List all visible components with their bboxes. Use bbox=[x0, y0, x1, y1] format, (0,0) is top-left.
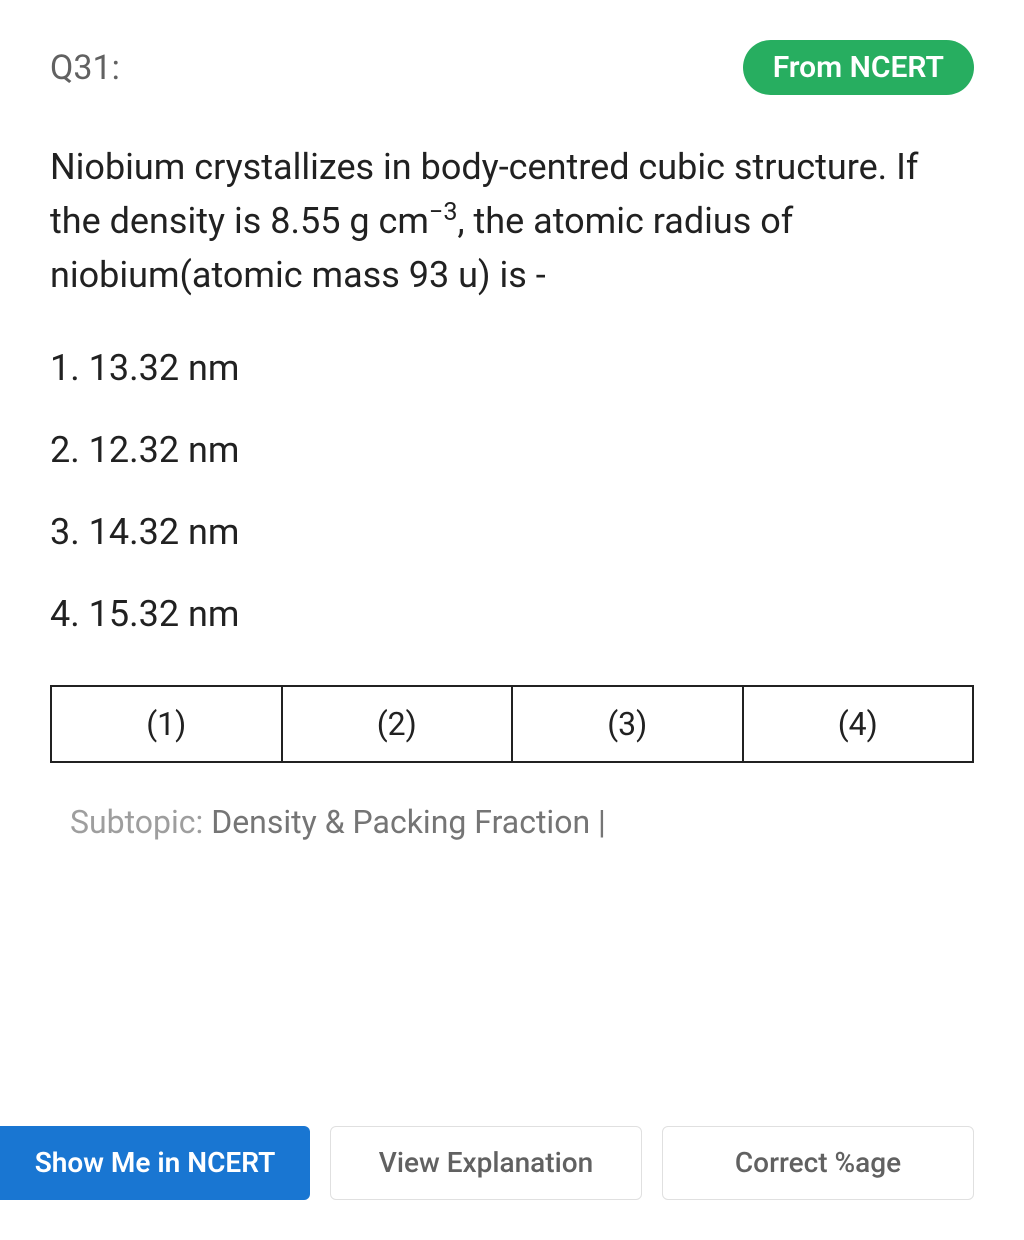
answer-cell-2[interactable]: (2) bbox=[282, 686, 513, 762]
option-1[interactable]: 1. 13.32 nm bbox=[50, 347, 974, 389]
question-number: Q31: bbox=[50, 48, 120, 88]
correct-percentage-label: Correct %age bbox=[735, 1145, 901, 1181]
table-row: (1) (2) (3) (4) bbox=[51, 686, 973, 762]
subtopic-label: Subtopic: bbox=[70, 803, 211, 841]
answer-selection-table: (1) (2) (3) (4) bbox=[50, 685, 974, 763]
question-header: Q31: From NCERT bbox=[50, 40, 974, 95]
answer-cell-4[interactable]: (4) bbox=[743, 686, 974, 762]
options-list: 1. 13.32 nm 2. 12.32 nm 3. 14.32 nm 4. 1… bbox=[50, 347, 974, 635]
correct-percentage-button[interactable]: Correct %age bbox=[662, 1126, 974, 1200]
show-in-ncert-label: Show Me in NCERT bbox=[35, 1145, 276, 1181]
answer-cell-3[interactable]: (3) bbox=[512, 686, 743, 762]
subtopic-value: Density & Packing Fraction | bbox=[211, 803, 606, 841]
view-explanation-button[interactable]: View Explanation bbox=[330, 1126, 642, 1200]
source-badge: From NCERT bbox=[743, 40, 974, 95]
option-4[interactable]: 4. 15.32 nm bbox=[50, 593, 974, 635]
answer-cell-1[interactable]: (1) bbox=[51, 686, 282, 762]
show-in-ncert-button[interactable]: Show Me in NCERT bbox=[0, 1126, 310, 1200]
view-explanation-label: View Explanation bbox=[379, 1145, 593, 1181]
action-buttons: Show Me in NCERT View Explanation Correc… bbox=[0, 1126, 974, 1200]
question-text: Niobium crystallizes in body-centred cub… bbox=[50, 140, 974, 302]
question-superscript: −3 bbox=[429, 198, 458, 227]
option-3[interactable]: 3. 14.32 nm bbox=[50, 511, 974, 553]
option-2[interactable]: 2. 12.32 nm bbox=[50, 429, 974, 471]
subtopic-row: Subtopic: Density & Packing Fraction | bbox=[50, 803, 974, 841]
